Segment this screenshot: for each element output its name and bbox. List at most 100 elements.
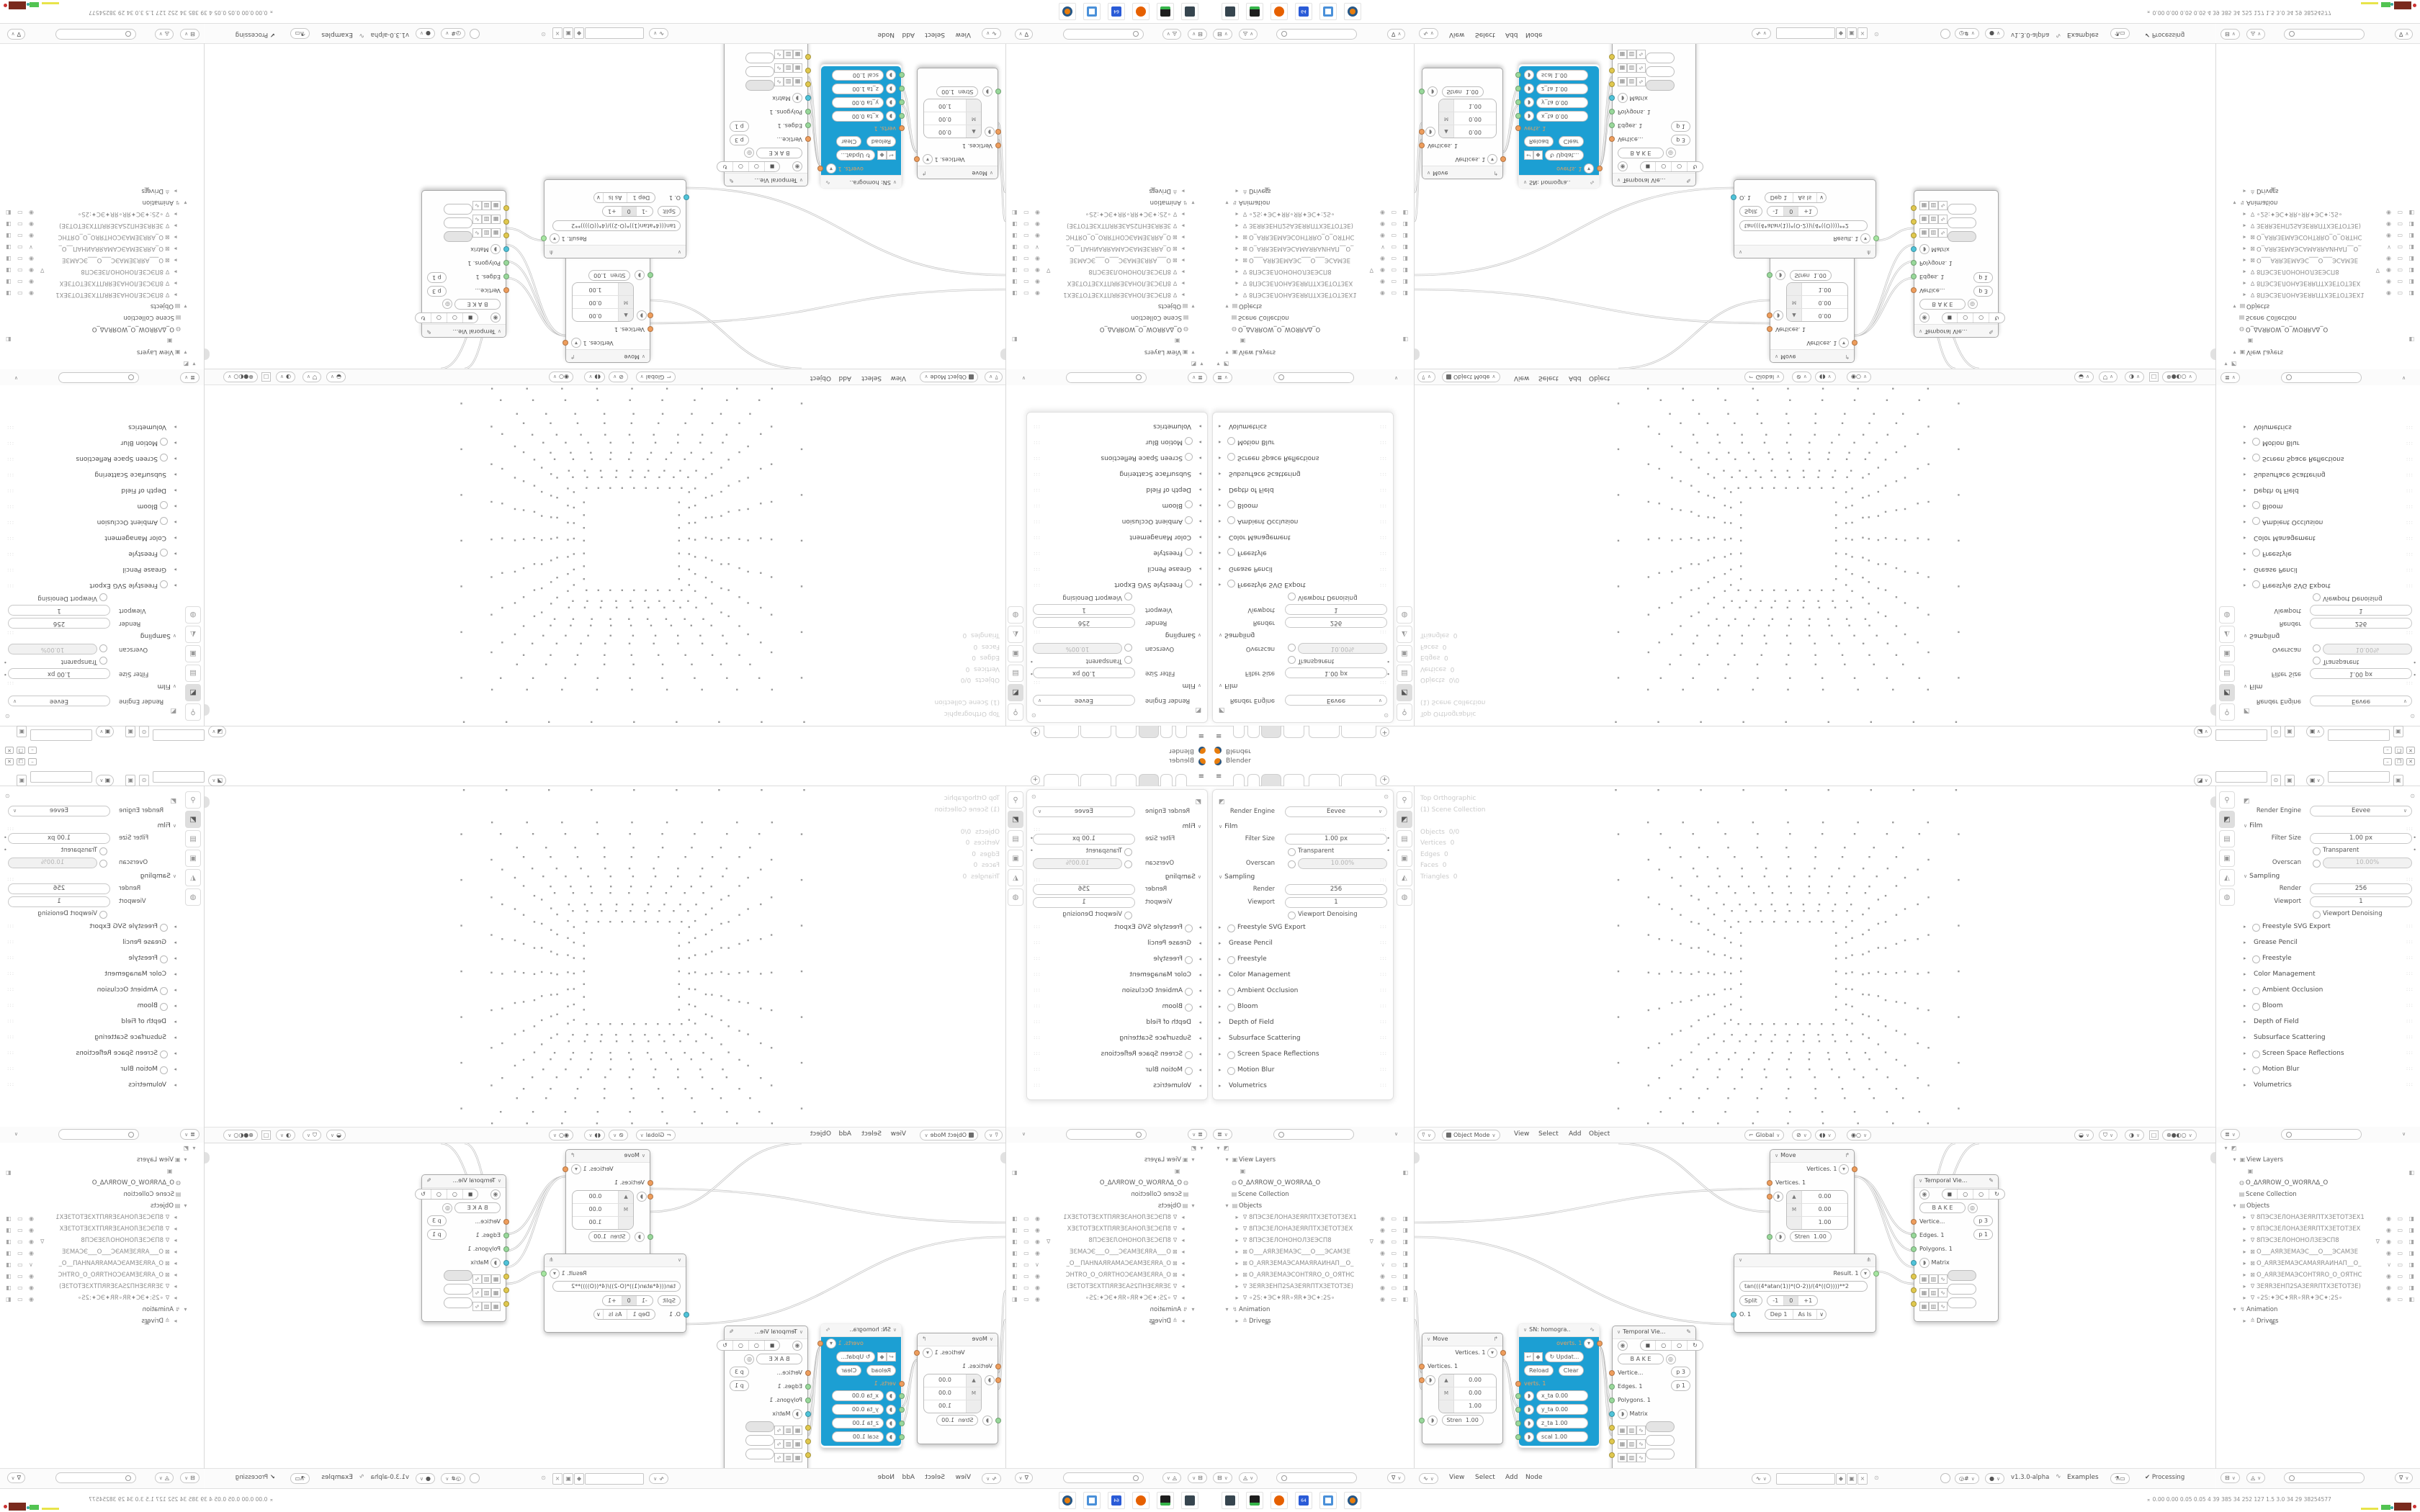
outliner-animation[interactable]: ▾↯Animation	[0, 1306, 198, 1318]
outliner-object[interactable]: ▸⊠O_АЯRЗЕМАЭСОНТЯRО_O_ОЯТНС◨▭◉	[1214, 1272, 1414, 1283]
display-toggle-icons[interactable]: ◼ ○ ○ ↻	[1941, 312, 2005, 323]
socket-vertices-in[interactable]	[503, 1219, 509, 1225]
outliner-object[interactable]: ▸⊠O___АЯRЗЕМАЭС___O___ЭСАМЗЕ◨▭◉	[2222, 252, 2420, 264]
hide-icon[interactable]: ◉	[29, 1238, 34, 1245]
socket-strength-in[interactable]	[1419, 89, 1425, 94]
socket-toggle-icon[interactable]: ◗	[637, 1192, 647, 1202]
props-collapsed-color-management[interactable]: ▸ Color Management:::	[5, 528, 176, 544]
lifebuoy-icon[interactable]: ◎	[744, 1354, 755, 1364]
props-value-field[interactable]: 256	[1285, 884, 1387, 895]
curve-icon[interactable]: ∿	[472, 215, 482, 224]
camera-toggle-icon[interactable]: ◨	[1402, 1273, 1408, 1279]
hide-icon[interactable]: ◉	[1380, 256, 1385, 262]
outliner-view-layers[interactable]: ▾▣View Layers	[1214, 1156, 1414, 1168]
outliner-object[interactable]: ▸∇8ПЭСЗЕЛОНОНОЛЗЕЭСП8◨▭◉∇	[0, 264, 198, 275]
socket-polygons-in[interactable]	[805, 109, 811, 114]
props-collapsed-freestyle[interactable]: ▸ Freestyle:::	[5, 544, 176, 560]
sn-value-field[interactable]: x_ta 0.00	[832, 111, 884, 122]
material-icon[interactable]: ▦	[1919, 1274, 1929, 1284]
socket-in[interactable]	[899, 1421, 905, 1426]
hide-viewport-icon[interactable]: ▭	[1023, 1227, 1029, 1233]
socket-in[interactable]	[899, 99, 905, 105]
material-icon[interactable]: ▦	[491, 215, 501, 224]
expand-icon[interactable]: ▸	[1235, 1225, 1239, 1232]
hide-viewport-icon[interactable]: ▭	[1023, 279, 1029, 285]
props-value-field[interactable]: 256	[8, 618, 110, 629]
workspace-tab[interactable]	[1044, 774, 1079, 786]
outliner-root[interactable]: ▾◩	[1214, 1145, 1414, 1156]
shading-solid-icon[interactable]: □	[2149, 1130, 2159, 1140]
outliner-object[interactable]: ▸∇8ПЭСЗЕЛОНАЗЕЯRПТХЗЕТОТЗЕХ1◨▭◉	[1214, 287, 1414, 298]
expand-icon[interactable]: ▸	[2243, 292, 2246, 298]
expand-icon[interactable]: ▸	[1181, 1225, 1185, 1232]
socket-toggle-icon[interactable]: ◗	[1524, 84, 1534, 94]
viewer-slot-field[interactable]	[745, 80, 774, 91]
move-value-row[interactable]: 1.00	[573, 283, 633, 296]
expand-icon[interactable]: ▸	[1235, 1283, 1239, 1290]
props-collapsed-freestyle-svg-export[interactable]: ▸ Freestyle SVG Export:::	[1219, 921, 1389, 937]
socket-toggle-icon[interactable]: ◗	[1775, 270, 1785, 281]
outliner-object[interactable]: ▸∇ЗЕЯRЗЕНП2SАЗЕЯRПТХЗЕТОТЗЕ)◨▭◉	[0, 1283, 198, 1295]
outliner-search-input[interactable]	[2281, 1129, 2362, 1140]
move-value-row[interactable]: M 0.00	[924, 112, 981, 125]
sn-field-row[interactable]: ◗y_ta 0.00	[821, 1403, 905, 1417]
section-checkbox[interactable]	[160, 517, 168, 525]
socket-toggle-icon[interactable]: ◗	[1524, 111, 1534, 122]
filter-icon[interactable]: ∨	[2402, 375, 2406, 381]
props-collapsed-ambient-occlusion[interactable]: ▸ Ambient Occlusion:::	[1219, 984, 1389, 1000]
pin-icon[interactable]: ⊙	[2410, 713, 2415, 719]
tab-tool-icon[interactable]: ⚲	[1397, 791, 1412, 809]
hide-icon[interactable]: ◉	[1380, 233, 1385, 239]
outliner-scene[interactable]: ◍O_ΔΛЯROW_O_WOЯRΛΔ_O	[0, 321, 198, 333]
move-value-row[interactable]: M 0.00	[1439, 1387, 1496, 1400]
overscan-checkbox[interactable]	[1124, 644, 1132, 652]
hide-viewport-icon[interactable]: ▭	[2397, 1261, 2403, 1268]
expand-icon[interactable]: ▸	[174, 1272, 177, 1278]
socket-toggle-icon[interactable]: ◗	[1428, 86, 1438, 97]
depth-options[interactable]: Dep 1 As Is ∨	[593, 192, 656, 203]
outliner-object[interactable]: ▸∇∘2S:✦ЭС✦ЯR∘ЯR✦ЭС✦:2S∘◧▭◉	[2222, 1295, 2420, 1306]
socket-toggle-icon[interactable]: ◗	[985, 1375, 995, 1385]
outliner-object[interactable]: ▸∇8ПЭСЗЕЛОНАЗЕЯRПТХЗЕТОТЗЕХ1◨▭◉	[2222, 1214, 2420, 1225]
hide-icon[interactable]: ◉	[29, 1250, 34, 1256]
hide-icon[interactable]: ◉	[2386, 210, 2391, 216]
outliner-search-input[interactable]	[1066, 1129, 1147, 1140]
menu-add[interactable]: Add	[838, 374, 851, 382]
props-value-field[interactable]: 1.00 px	[1285, 667, 1387, 678]
move-value-row[interactable]: ▲ 0.00	[1787, 309, 1847, 321]
hide-icon[interactable]: ∨	[1381, 1261, 1385, 1268]
update-button[interactable]: ↻ Updat...	[1544, 1351, 1585, 1362]
socket-result-out[interactable]	[1873, 235, 1879, 241]
hide-icon[interactable]: ◉	[1035, 267, 1040, 274]
overlays-icon[interactable]: ⛉ ∨	[2099, 1130, 2118, 1140]
socket-polygons-in[interactable]	[805, 1398, 811, 1403]
menu-icon[interactable]: ≡	[1216, 732, 1222, 739]
outliner-object[interactable]: ▸⊠O___АЯRЗЕМАЭС___O___ЭСАМЗЕ◨▭◉	[1214, 252, 1414, 264]
props-collapsed-bloom[interactable]: ▸ Bloom:::	[2244, 497, 2415, 513]
hide-icon[interactable]: ◉	[1380, 221, 1385, 228]
props-collapsed-screen-space-reflections[interactable]: ▸ Screen Space Reflections:::	[1031, 449, 1201, 464]
socket-in[interactable]	[899, 86, 905, 91]
camera-render-icon[interactable]: ◧	[1012, 336, 1018, 343]
menu-node[interactable]: Node	[1525, 1474, 1543, 1481]
node-temporal-viewer[interactable]: ∨Temporal Vie...✎◉ ◼○○↻B A K E ◎Vertice.…	[717, 1326, 811, 1473]
expand-icon[interactable]: ▸	[1181, 1214, 1185, 1220]
maximize-button[interactable]: ❐	[17, 747, 25, 754]
sn-field-row[interactable]: ◗x_ta 0.00	[1515, 1390, 1599, 1403]
sn-field-row[interactable]: ◗z_ta 1.00	[821, 1417, 905, 1431]
props-section-sampling[interactable]: ∨Sampling:::	[1031, 629, 1201, 642]
expand-icon[interactable]: ▸	[2243, 1272, 2246, 1278]
props-section-sampling[interactable]: ∨Sampling:::	[1031, 870, 1201, 883]
add-workspace-button[interactable]: +	[1031, 727, 1040, 737]
tab-scene-icon[interactable]: ◭	[185, 626, 201, 643]
expand-icon[interactable]: ▸	[174, 234, 177, 240]
expand-icon[interactable]: ▸	[1235, 246, 1239, 252]
material-icon[interactable]: ▦	[1618, 1453, 1627, 1462]
viewer-slot-field[interactable]	[444, 1284, 472, 1295]
formula-field[interactable]: tan(((4*atan(1))*(O-2))/(4*((O))))**2	[552, 220, 681, 231]
shading-modes-icons[interactable]: ⊕●◐○ ∨	[223, 1130, 258, 1140]
expand-icon[interactable]: ▾	[1191, 349, 1195, 356]
filter-icon[interactable]: ∨	[14, 375, 18, 381]
viewport-3d[interactable]: Top Orthographic (1) Scene Collection Ob…	[205, 786, 1005, 1127]
props-collapsed-freestyle[interactable]: ▸ Freestyle:::	[1219, 544, 1389, 559]
